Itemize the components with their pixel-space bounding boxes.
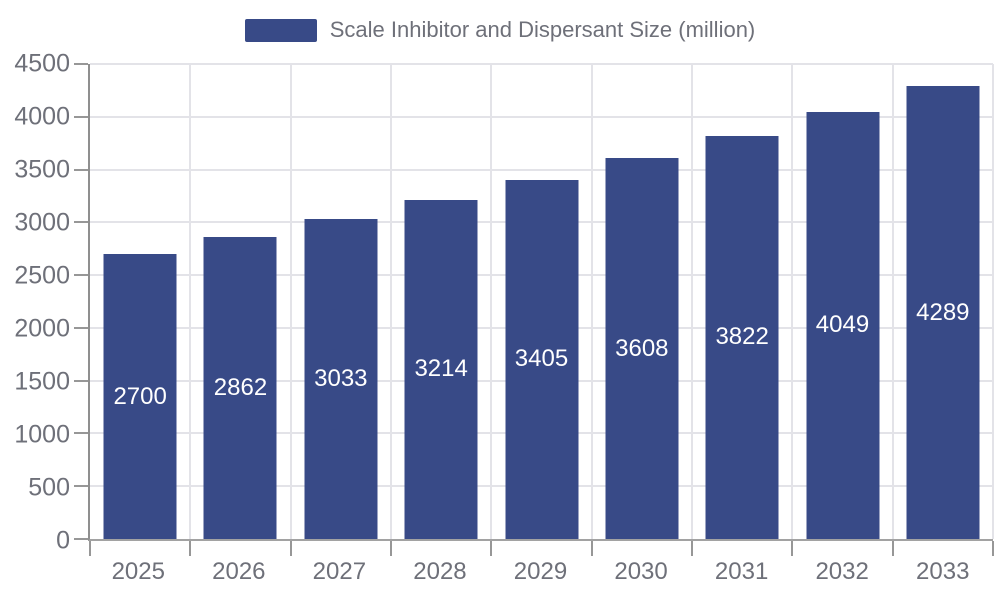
x-axis-tick-label: 2027 (312, 558, 367, 585)
y-axis-tick (74, 221, 88, 224)
bar-value-label: 3608 (615, 334, 669, 362)
bar-value-label: 2700 (113, 382, 167, 410)
x-axis-tick (992, 541, 994, 556)
gridline-vertical (992, 64, 994, 539)
gridline-horizontal (90, 168, 993, 171)
bar[interactable]: 2700 (103, 254, 177, 539)
y-axis-tick-label: 2000 (14, 314, 70, 343)
y-axis-tick (74, 63, 88, 65)
x-axis-tick-label: 2033 (916, 558, 970, 585)
bar[interactable]: 4049 (806, 111, 879, 539)
bar-value-label: 4049 (815, 311, 870, 339)
y-axis-tick (74, 485, 88, 488)
y-axis-tick-label: 1500 (14, 367, 70, 396)
x-axis-tick (891, 541, 894, 556)
bar[interactable]: 4289 (906, 86, 980, 539)
gridline-horizontal (90, 115, 993, 118)
gridline-vertical (289, 64, 292, 539)
gridline-vertical (690, 64, 693, 539)
bar-value-label: 3822 (715, 323, 769, 351)
bar[interactable]: 3214 (404, 199, 478, 539)
bar[interactable]: 3405 (505, 179, 578, 539)
bar[interactable]: 3608 (605, 158, 679, 539)
x-axis-tick (490, 541, 493, 556)
y-axis-tick-label: 4000 (14, 102, 70, 131)
gridline-vertical (590, 64, 593, 539)
y-axis-tick (74, 115, 88, 118)
y-axis-tick-label: 3500 (14, 155, 70, 184)
y-axis: 0 500 1000 1500 2000 2500 3000 3500 4000 4500 (0, 51, 70, 553)
gridline-vertical (389, 64, 392, 539)
bar-value-label: 2862 (213, 373, 268, 401)
plot-area: 2700 2862 3033 3214 3405 3608 3822 4049 4289 (74, 63, 994, 556)
y-axis-tick-label: 2500 (14, 261, 70, 290)
bar-value-label: 3033 (314, 364, 368, 392)
legend-swatch[interactable] (244, 18, 317, 42)
bar[interactable]: 2862 (203, 236, 277, 539)
y-axis-tick (74, 379, 88, 382)
bar-value-label: 3405 (514, 345, 569, 373)
x-axis: 2025 2026 2027 2028 2029 2030 2031 2032 2033 (88, 541, 993, 591)
y-axis-tick (74, 168, 88, 171)
gridline-vertical (189, 64, 192, 539)
bar[interactable]: 3033 (304, 218, 378, 539)
gridline-horizontal (90, 63, 993, 65)
x-axis-tick (89, 541, 91, 556)
x-axis-tick (590, 541, 593, 556)
y-axis-tick-label: 4500 (14, 49, 70, 78)
bar[interactable]: 3822 (705, 135, 779, 539)
x-axis-tick (791, 541, 794, 556)
x-axis-tick (189, 541, 192, 556)
legend: Scale Inhibitor and Dispersant Size (mil… (0, 17, 1000, 43)
x-axis-tick-label: 2032 (815, 558, 869, 585)
y-axis-tick (74, 432, 88, 435)
y-axis-tick (74, 274, 88, 277)
y-axis-tick (74, 538, 88, 540)
gridline-vertical (791, 64, 794, 539)
x-axis-tick-label: 2030 (614, 558, 668, 585)
y-axis-tick-label: 3000 (14, 208, 70, 237)
x-axis-tick (389, 541, 392, 556)
x-axis-tick-label: 2026 (212, 558, 266, 585)
legend-label[interactable]: Scale Inhibitor and Dispersant Size (mil… (329, 17, 756, 42)
x-axis-tick-label: 2025 (111, 558, 165, 585)
y-axis-tick-label: 1000 (14, 420, 70, 449)
bar-value-label: 3214 (414, 355, 468, 383)
y-axis-tick-label: 0 (56, 526, 70, 555)
x-axis-tick-label: 2028 (413, 558, 467, 585)
bar-value-label: 4289 (916, 298, 970, 326)
x-axis-tick (289, 541, 292, 556)
gridline-vertical (891, 64, 894, 539)
y-axis-tick (74, 326, 88, 329)
x-axis-tick-label: 2031 (714, 558, 769, 585)
gridline-vertical (490, 64, 493, 539)
x-axis-tick (690, 541, 693, 556)
y-axis-tick-label: 500 (28, 473, 70, 502)
x-axis-tick-label: 2029 (513, 558, 568, 585)
